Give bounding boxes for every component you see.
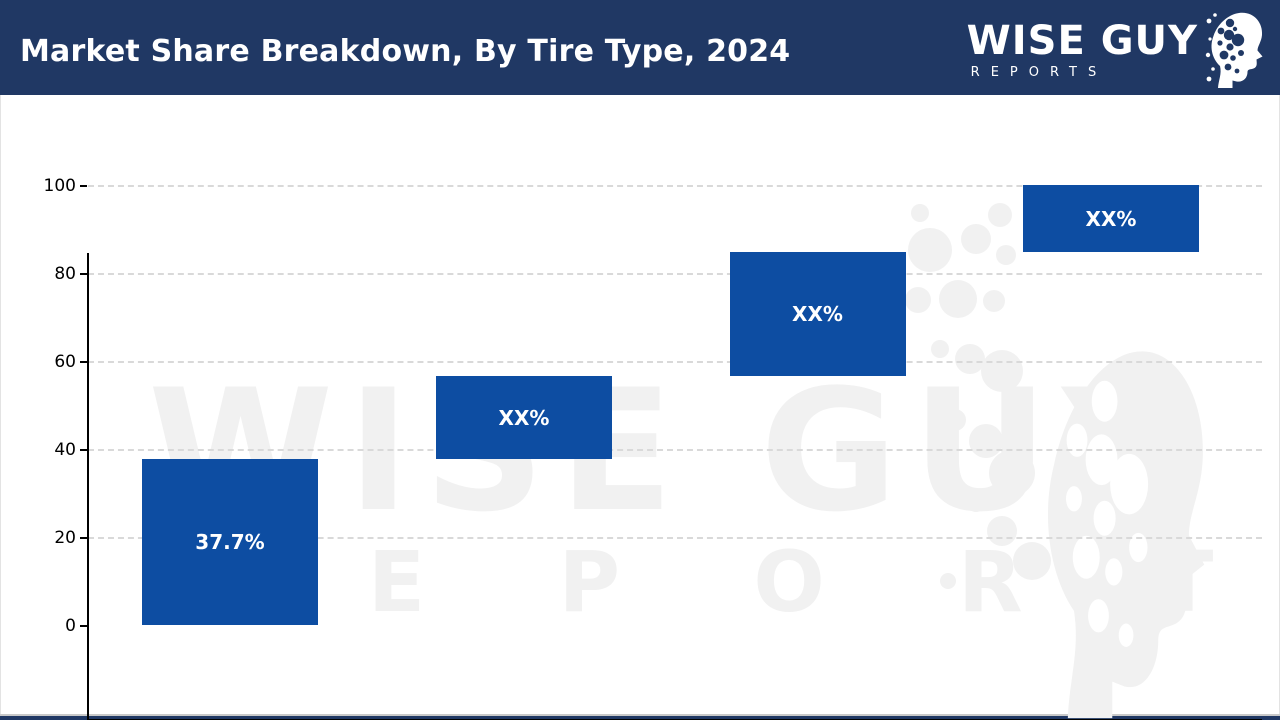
footer-divider bbox=[0, 714, 1280, 716]
bar-all-season-tires: 37.7% bbox=[142, 459, 318, 625]
y-tick-mark bbox=[80, 185, 87, 187]
bar-performance-tires: XX% bbox=[729, 252, 906, 377]
bar-touring-tires: XX% bbox=[1023, 185, 1199, 253]
watermark-face-icon bbox=[1047, 351, 1205, 719]
y-tick-mark bbox=[80, 361, 87, 363]
y-tick-label-80: 80 bbox=[54, 264, 76, 284]
wise-guy-reports-logo: WISE GUY REPORTS bbox=[967, 8, 1272, 90]
watermark-dot bbox=[989, 450, 1035, 496]
bar-winter-tires: XX% bbox=[436, 376, 612, 460]
gridline-80 bbox=[88, 273, 1262, 275]
y-tick-label-40: 40 bbox=[54, 440, 76, 460]
logo-text: WISE GUY REPORTS bbox=[967, 19, 1198, 80]
watermark-dot bbox=[940, 573, 956, 589]
logo-face-icon bbox=[1205, 12, 1263, 88]
watermark-dot bbox=[931, 340, 949, 358]
watermark-dot bbox=[1013, 542, 1051, 580]
y-tick-mark bbox=[80, 273, 87, 275]
watermark-dot bbox=[961, 224, 991, 254]
logo-wordmark: WISE GUY bbox=[966, 17, 1198, 64]
logo-subtitle: REPORTS bbox=[970, 64, 1108, 80]
watermark-dot bbox=[944, 409, 966, 431]
y-tick-label-100: 100 bbox=[43, 176, 76, 196]
watermark-dot bbox=[939, 280, 977, 318]
chart-title: Market Share Breakdown, By Tire Type, 20… bbox=[20, 34, 791, 69]
watermark-dot bbox=[988, 203, 1012, 227]
y-tick-label-0: 0 bbox=[65, 616, 76, 636]
header-band: Market Share Breakdown, By Tire Type, 20… bbox=[0, 0, 1280, 95]
bar-value-label: 37.7% bbox=[195, 530, 265, 555]
gridline-40 bbox=[88, 449, 1262, 451]
watermark-dot bbox=[905, 287, 931, 313]
y-tick-label-20: 20 bbox=[54, 528, 76, 548]
y-axis-spine bbox=[87, 253, 89, 720]
watermark-dot bbox=[911, 204, 929, 222]
gridline-20 bbox=[88, 537, 1262, 539]
y-tick-mark bbox=[80, 625, 87, 627]
gridline-60 bbox=[88, 361, 1262, 363]
watermark-dot bbox=[987, 516, 1017, 546]
bar-value-label: XX% bbox=[792, 302, 843, 327]
watermark-dot bbox=[967, 494, 985, 512]
footer-band bbox=[0, 716, 1280, 720]
y-tick-mark bbox=[80, 537, 87, 539]
watermark-dot bbox=[996, 245, 1016, 265]
bar-value-label: XX% bbox=[498, 405, 550, 430]
y-tick-mark bbox=[80, 449, 87, 451]
watermark-dot bbox=[983, 290, 1005, 312]
watermark-dot bbox=[981, 350, 1023, 392]
y-tick-label-60: 60 bbox=[54, 352, 76, 372]
gridline-100 bbox=[88, 185, 1262, 187]
watermark-dot bbox=[969, 424, 1003, 458]
watermark-dot bbox=[955, 344, 985, 374]
bar-value-label: XX% bbox=[1085, 206, 1137, 231]
watermark-dot bbox=[908, 228, 952, 272]
